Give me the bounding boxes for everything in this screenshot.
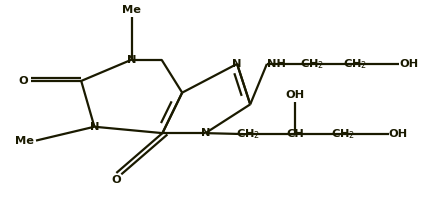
Text: O: O [111, 175, 121, 185]
Text: Me: Me [15, 136, 34, 145]
Text: CH$_2$: CH$_2$ [330, 127, 355, 141]
Text: NH: NH [266, 59, 285, 69]
Text: CH$_2$: CH$_2$ [235, 127, 260, 141]
Text: N: N [200, 128, 210, 138]
Text: Me: Me [122, 5, 141, 15]
Text: OH: OH [285, 90, 304, 100]
Text: CH: CH [286, 129, 303, 139]
Text: OH: OH [399, 59, 418, 69]
Text: N: N [89, 122, 99, 132]
Text: CH$_2$: CH$_2$ [343, 57, 367, 71]
Text: O: O [19, 76, 28, 86]
Text: N: N [232, 59, 241, 69]
Text: OH: OH [388, 129, 407, 139]
Text: CH$_2$: CH$_2$ [299, 57, 323, 71]
Text: N: N [127, 55, 136, 65]
